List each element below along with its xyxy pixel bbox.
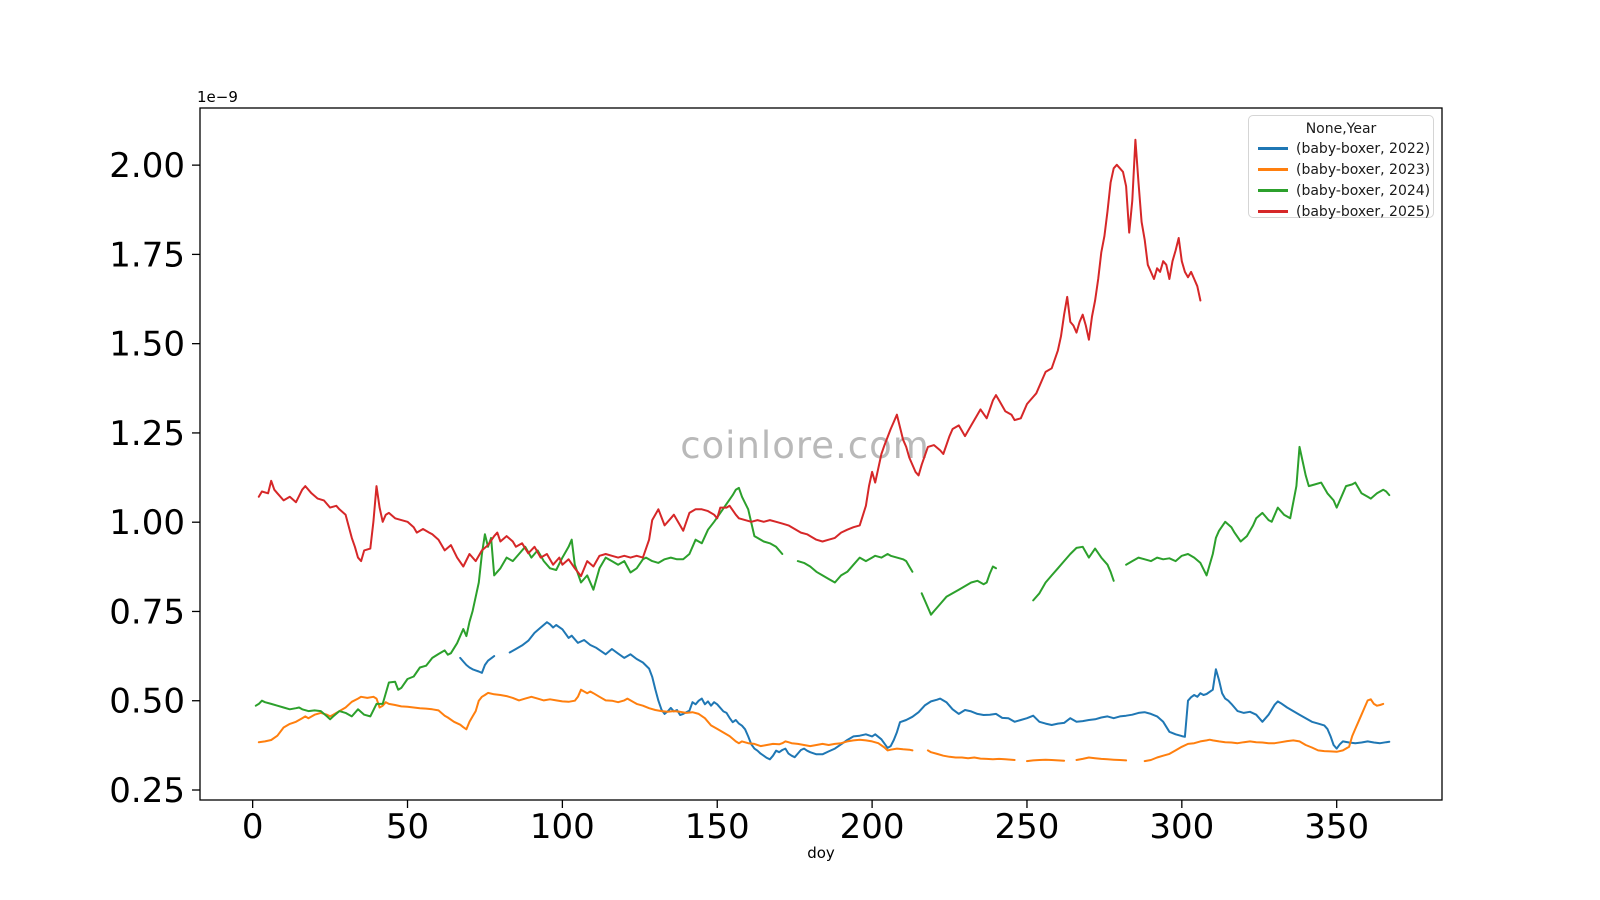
- y-tick-label: 1.00: [109, 503, 185, 543]
- series-line-baby-boxer-2024: [254, 445, 1391, 721]
- y-tick-label: 0.50: [109, 682, 185, 722]
- legend-item-label: (baby-boxer, 2022): [1296, 140, 1431, 157]
- y-axis-offset-label: 1e−9: [197, 88, 238, 106]
- y-tick-label: 1.50: [109, 325, 185, 365]
- legend-line-swatch: [1258, 189, 1288, 192]
- series-line-baby-boxer-2022: [459, 621, 1391, 761]
- legend-line-swatch: [1258, 210, 1288, 213]
- legend-item-label: (baby-boxer, 2025): [1296, 203, 1431, 220]
- x-tick-label: 100: [530, 807, 595, 847]
- x-tick-label: 0: [242, 807, 264, 847]
- y-tick-label: 0.25: [109, 771, 185, 811]
- series-line-baby-boxer-2023: [257, 688, 1385, 763]
- y-tick-label: 2.00: [109, 146, 185, 186]
- legend-item-2023: (baby-boxer, 2023): [1249, 159, 1433, 180]
- legend-items: (baby-boxer, 2022) (baby-boxer, 2023) (bab…: [1249, 138, 1433, 222]
- x-tick-label: 200: [840, 807, 905, 847]
- legend-item-2025: (baby-boxer, 2025): [1249, 201, 1433, 222]
- x-tick-label: 250: [995, 807, 1060, 847]
- legend-item-2024: (baby-boxer, 2024): [1249, 180, 1433, 201]
- series-line-baby-boxer-2025: [257, 138, 1202, 578]
- x-tick-label: 50: [386, 807, 429, 847]
- watermark: coinlore.com: [680, 424, 930, 467]
- y-tick-label: 0.75: [109, 592, 185, 632]
- axes-spines: [199, 107, 1443, 801]
- legend-line-swatch: [1258, 168, 1288, 171]
- legend-title: None,Year: [1305, 121, 1377, 137]
- legend: None,Year (baby-boxer, 2022) (baby-boxer,…: [1248, 115, 1434, 220]
- legend-line-swatch: [1258, 147, 1288, 150]
- x-tick-label: 150: [685, 807, 750, 847]
- y-tick-label: 1.25: [109, 414, 185, 454]
- legend-item-2022: (baby-boxer, 2022): [1249, 138, 1433, 159]
- legend-item-label: (baby-boxer, 2024): [1296, 182, 1431, 199]
- x-tick-label: 300: [1149, 807, 1214, 847]
- y-tick-label: 1.75: [109, 235, 185, 275]
- legend-item-label: (baby-boxer, 2023): [1296, 161, 1431, 178]
- x-tick-label: 350: [1304, 807, 1369, 847]
- x-axis-label: doy: [807, 844, 835, 862]
